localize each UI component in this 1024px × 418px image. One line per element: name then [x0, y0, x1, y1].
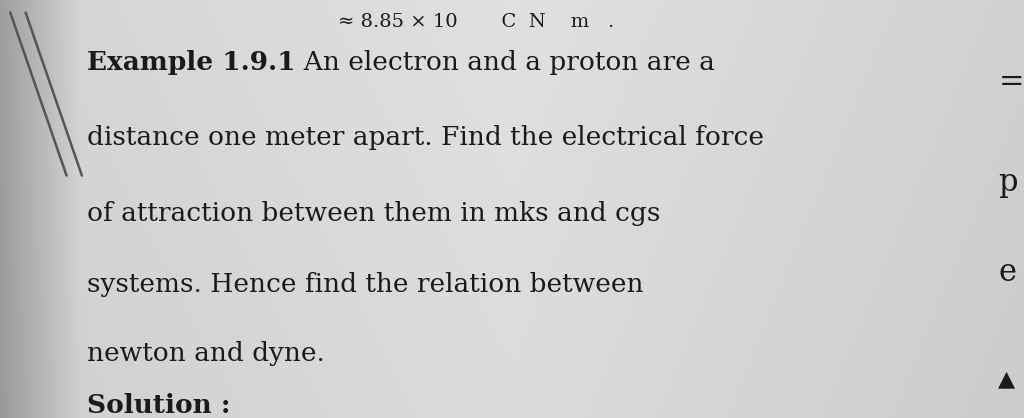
- Text: ≈ 8.85 × 10       C  N    m   .: ≈ 8.85 × 10 C N m .: [338, 13, 614, 31]
- Text: systems. Hence find the relation between: systems. Hence find the relation between: [87, 272, 643, 297]
- Text: An electron and a proton are a: An electron and a proton are a: [287, 50, 715, 75]
- Text: e: e: [998, 257, 1017, 288]
- Text: ▲: ▲: [998, 368, 1016, 390]
- Text: Example 1.9.1: Example 1.9.1: [87, 50, 296, 75]
- Text: of attraction between them in mks and cgs: of attraction between them in mks and cg…: [87, 201, 660, 226]
- Text: Solution :: Solution :: [87, 393, 230, 418]
- Text: newton and dyne.: newton and dyne.: [87, 341, 325, 366]
- Text: =: =: [998, 67, 1024, 98]
- Text: p: p: [998, 167, 1018, 198]
- Text: distance one meter apart. Find the electrical force: distance one meter apart. Find the elect…: [87, 125, 764, 150]
